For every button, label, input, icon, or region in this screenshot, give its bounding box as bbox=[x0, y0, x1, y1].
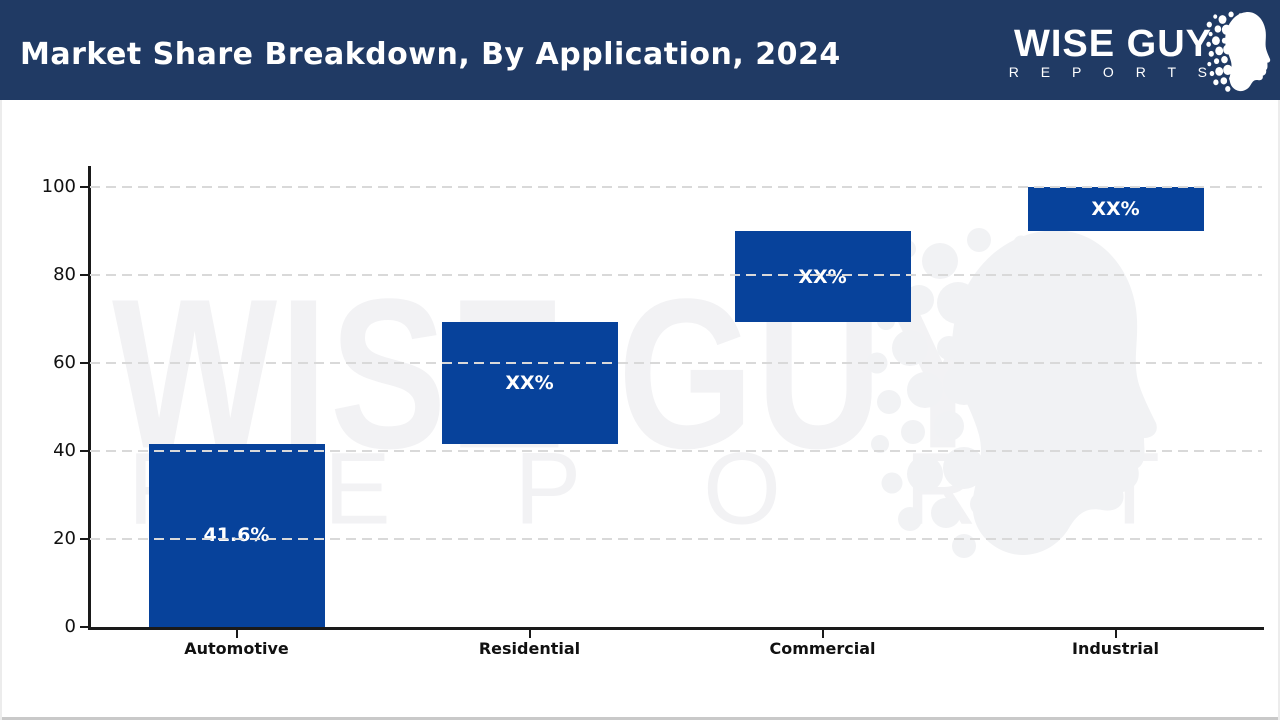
bar-automotive: 41.6% bbox=[148, 443, 325, 627]
y-tick-mark-60 bbox=[80, 362, 89, 364]
y-axis-line bbox=[88, 166, 91, 629]
bar-residential: XX% bbox=[441, 322, 618, 444]
x-tick-mark-commercial bbox=[821, 629, 824, 638]
header-bar: Market Share Breakdown, By Application, … bbox=[0, 0, 1280, 100]
y-tick-label-60: 60 bbox=[53, 352, 76, 373]
logo-name: WISE GUY bbox=[1013, 23, 1212, 65]
y-tick-label-100: 100 bbox=[41, 176, 76, 197]
y-tick-label-80: 80 bbox=[53, 264, 76, 285]
x-tick-label-automotive: Automotive bbox=[184, 639, 289, 658]
gridline-60 bbox=[90, 362, 1262, 364]
x-tick-mark-industrial bbox=[1114, 629, 1117, 638]
y-tick-mark-100 bbox=[80, 186, 89, 188]
bar-industrial: XX% bbox=[1027, 187, 1204, 231]
x-tick-mark-automotive bbox=[235, 629, 238, 638]
bar-commercial: XX% bbox=[734, 231, 911, 323]
y-tick-mark-80 bbox=[80, 274, 89, 276]
y-tick-mark-40 bbox=[80, 450, 89, 452]
y-tick-label-40: 40 bbox=[53, 440, 76, 461]
x-tick-label-residential: Residential bbox=[478, 639, 581, 658]
gridline-100 bbox=[90, 186, 1262, 188]
x-axis-line bbox=[88, 627, 1264, 630]
page-title: Market Share Breakdown, By Application, … bbox=[20, 36, 841, 72]
gridline-20 bbox=[90, 538, 1262, 540]
bar-value-label: 41.6% bbox=[203, 524, 270, 547]
x-tick-label-industrial: Industrial bbox=[1071, 639, 1159, 658]
x-tick-mark-residential bbox=[528, 629, 531, 638]
x-tick-label-commercial: Commercial bbox=[769, 639, 876, 658]
y-tick-label-0: 0 bbox=[64, 616, 76, 637]
y-tick-label-20: 20 bbox=[53, 528, 76, 549]
bar-value-label: XX% bbox=[505, 372, 554, 395]
bar-value-label: XX% bbox=[1091, 198, 1140, 220]
plot-area: WISE GUY R E P O R T S 0 20 40 60 80 100 41.6… bbox=[0, 100, 1280, 720]
bar-value-label: XX% bbox=[798, 265, 847, 288]
wise-guy-reports-logo: WISE GUY R E P O R T S bbox=[1009, 6, 1272, 94]
logo-text: WISE GUY R E P O R T S bbox=[1009, 25, 1212, 79]
logo-subtitle: R E P O R T S bbox=[1008, 64, 1216, 80]
y-tick-mark-0 bbox=[80, 626, 89, 628]
gridline-40 bbox=[90, 450, 1262, 452]
gridline-80 bbox=[90, 274, 1262, 276]
y-tick-mark-20 bbox=[80, 538, 89, 540]
face-profile-logo-icon bbox=[1206, 11, 1271, 92]
